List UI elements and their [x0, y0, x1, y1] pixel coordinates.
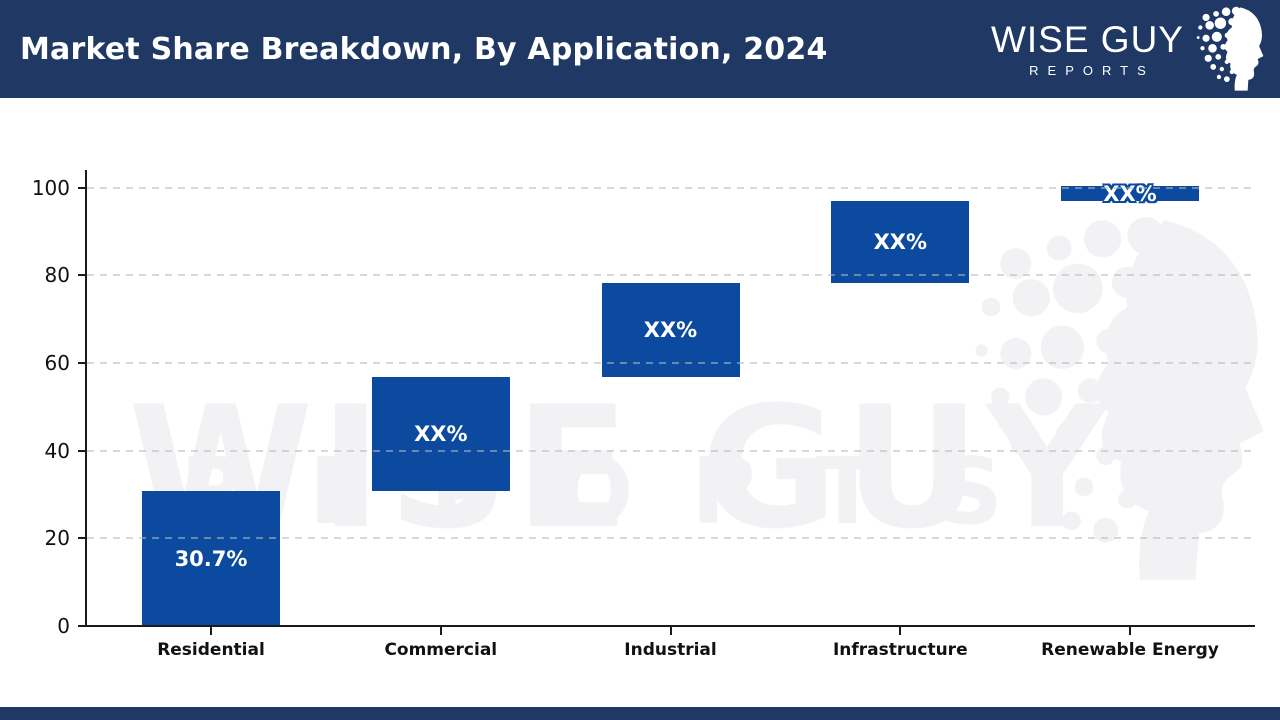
bar-renewable-energy: XX%	[1061, 182, 1199, 206]
x-category-label: Renewable Energy	[1041, 640, 1219, 660]
bar-value-label: XX%	[414, 422, 468, 447]
y-tick-label: 80	[44, 263, 70, 288]
x-tick-mark	[210, 627, 212, 635]
y-tick-mark	[78, 449, 86, 452]
y-tick-label: 100	[31, 175, 70, 200]
y-tick-mark	[78, 274, 86, 277]
watermark-face-icon	[975, 217, 1264, 580]
x-category-label: Residential	[157, 640, 265, 660]
x-category-label: Infrastructure	[832, 640, 968, 660]
x-category-label: Commercial	[384, 640, 498, 660]
y-tick-mark	[78, 362, 86, 365]
bar-infrastructure: XX%	[831, 200, 970, 284]
y-tick-mark	[78, 625, 86, 627]
y-tick-label: 60	[44, 351, 70, 376]
y-tick-label: 20	[44, 526, 70, 551]
logo-wordmark: WISE GUY REPORTS	[990, 19, 1184, 79]
x-tick-mark	[439, 627, 442, 635]
bar-residential: 30.7%	[142, 491, 280, 626]
logo-reports-text: REPORTS	[1029, 63, 1155, 78]
bar-value-label: 30.7%	[174, 546, 248, 571]
bar-value-label: XX%	[873, 230, 928, 255]
bar-value-label: XX%	[1103, 181, 1157, 206]
gridline-80	[87, 274, 1253, 277]
x-category-label: Industrial	[624, 640, 717, 660]
wiseguy-logo: WISE GUY REPORTS	[991, 4, 1270, 94]
y-tick-mark	[78, 186, 86, 189]
bar-commercial: XX%	[371, 377, 510, 492]
bar-industrial: XX%	[601, 283, 740, 378]
x-axis-line	[85, 625, 1255, 627]
gridline-40	[87, 449, 1253, 452]
x-tick-mark	[899, 627, 902, 635]
y-tick-mark	[78, 537, 86, 540]
y-tick-label: 0	[57, 614, 70, 638]
x-tick-mark	[669, 627, 672, 635]
bar-value-label: XX%	[643, 318, 698, 343]
y-axis-line	[85, 170, 87, 627]
logo-wiseguy-text: WISE GUY	[990, 19, 1184, 60]
x-tick-mark	[1129, 627, 1131, 635]
chart-area: WISE GUY REPORTS 30.7% XX% XX% XX% XX% 0 20 40…	[0, 98, 1280, 707]
page-title: Market Share Breakdown, By Application, …	[20, 31, 828, 67]
wiseguy-face-icon	[1196, 6, 1264, 91]
gridline-100	[87, 186, 1253, 189]
y-tick-label: 40	[44, 438, 70, 463]
gridline-60	[87, 362, 1253, 365]
footer-bar	[0, 707, 1280, 720]
gridline-20	[87, 537, 1253, 540]
watermark-reports-text: REPORTS	[180, 438, 1062, 545]
header-bar: Market Share Breakdown, By Application, …	[0, 0, 1280, 98]
